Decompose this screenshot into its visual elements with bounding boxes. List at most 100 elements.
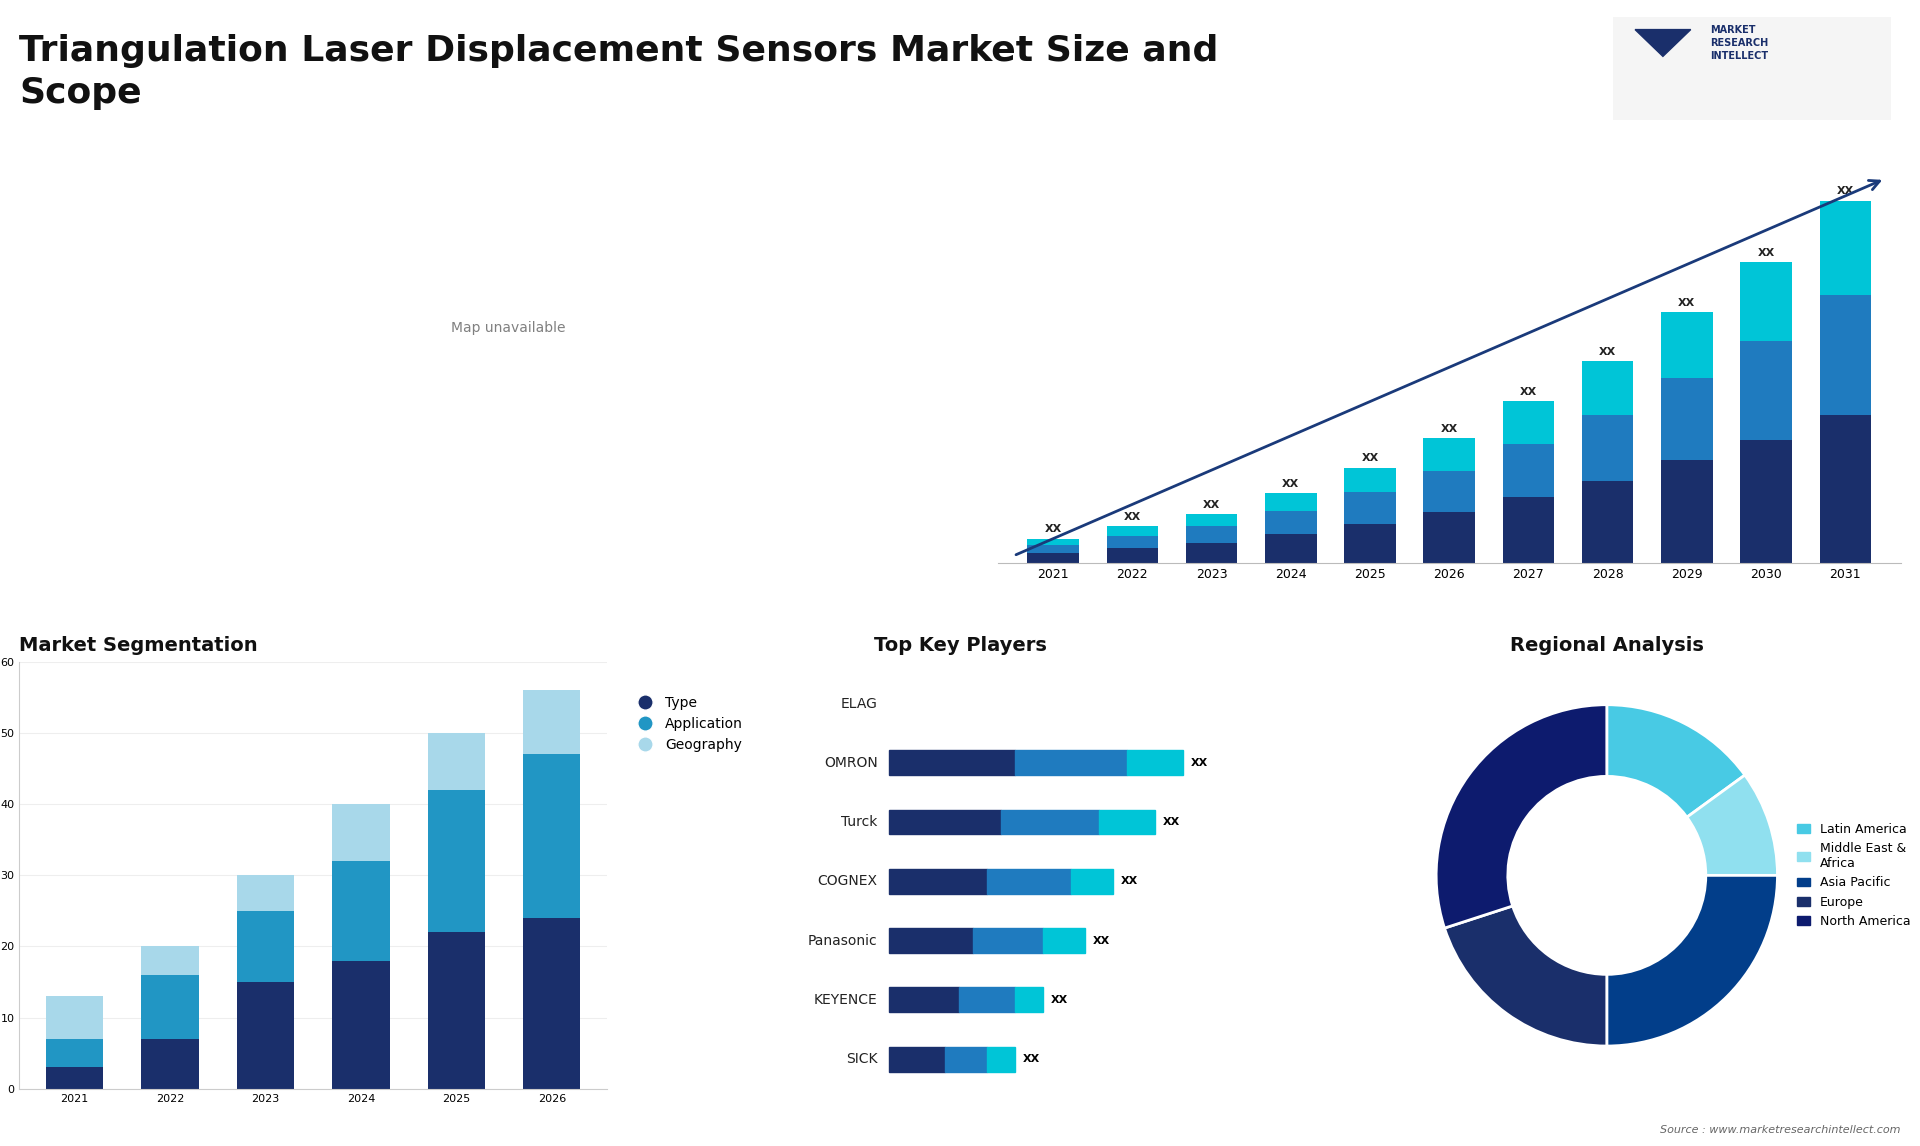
Bar bbox=[236, 876, 294, 911]
Bar bbox=[142, 947, 198, 975]
Text: Triangulation Laser Displacement Sensors Market Size and
Scope: Triangulation Laser Displacement Sensors… bbox=[19, 34, 1219, 110]
Wedge shape bbox=[1607, 705, 1745, 817]
Text: XX: XX bbox=[1044, 525, 1062, 534]
Bar bbox=[1106, 549, 1158, 563]
Text: Panasonic: Panasonic bbox=[808, 934, 877, 948]
Bar bbox=[1265, 511, 1317, 534]
Bar bbox=[889, 988, 960, 1012]
Bar bbox=[1127, 751, 1183, 775]
Bar bbox=[1820, 415, 1872, 563]
Text: Market Segmentation: Market Segmentation bbox=[19, 636, 257, 654]
Text: Source : www.marketresearchintellect.com: Source : www.marketresearchintellect.com bbox=[1661, 1124, 1901, 1135]
Bar bbox=[142, 1039, 198, 1089]
Bar bbox=[889, 928, 973, 953]
Text: XX: XX bbox=[1283, 479, 1300, 489]
Text: XX: XX bbox=[1162, 817, 1179, 827]
Bar bbox=[332, 804, 390, 861]
Bar bbox=[1016, 751, 1127, 775]
Text: COGNEX: COGNEX bbox=[818, 874, 877, 888]
Bar bbox=[1344, 468, 1396, 493]
Bar bbox=[142, 975, 198, 1039]
Bar bbox=[1344, 493, 1396, 524]
Bar bbox=[1820, 201, 1872, 296]
Bar bbox=[889, 869, 987, 894]
Bar bbox=[522, 691, 580, 754]
Bar bbox=[1582, 361, 1634, 415]
Bar bbox=[522, 754, 580, 918]
Bar bbox=[1423, 471, 1475, 512]
Bar bbox=[945, 1046, 987, 1072]
Bar bbox=[1027, 539, 1079, 545]
Bar bbox=[1740, 440, 1791, 563]
Bar bbox=[1265, 534, 1317, 563]
Bar bbox=[1027, 554, 1079, 563]
Text: XX: XX bbox=[1837, 187, 1855, 196]
Bar bbox=[1503, 444, 1553, 497]
Bar bbox=[1344, 524, 1396, 563]
Bar bbox=[1106, 536, 1158, 549]
Bar bbox=[1661, 378, 1713, 461]
Bar bbox=[1106, 526, 1158, 536]
Text: XX: XX bbox=[1023, 1054, 1041, 1065]
Bar bbox=[1740, 340, 1791, 440]
Text: SICK: SICK bbox=[847, 1052, 877, 1066]
Bar bbox=[1423, 438, 1475, 471]
Polygon shape bbox=[1636, 30, 1692, 56]
Bar bbox=[1740, 262, 1791, 340]
Bar bbox=[987, 1046, 1016, 1072]
Bar bbox=[522, 918, 580, 1089]
Text: XX: XX bbox=[1092, 935, 1110, 945]
Bar bbox=[332, 861, 390, 960]
Bar bbox=[332, 960, 390, 1089]
Text: OMRON: OMRON bbox=[824, 755, 877, 770]
Bar bbox=[889, 751, 1016, 775]
Text: XX: XX bbox=[1050, 995, 1068, 1005]
Text: XX: XX bbox=[1204, 500, 1221, 510]
Bar bbox=[1820, 296, 1872, 415]
Legend: Type, Application, Geography: Type, Application, Geography bbox=[626, 690, 749, 758]
Bar bbox=[987, 869, 1071, 894]
Legend: Latin America, Middle East &
Africa, Asia Pacific, Europe, North America: Latin America, Middle East & Africa, Asi… bbox=[1791, 818, 1916, 933]
Bar bbox=[1661, 312, 1713, 378]
Text: XX: XX bbox=[1757, 249, 1774, 258]
Bar bbox=[236, 911, 294, 982]
Bar bbox=[428, 733, 486, 790]
Bar bbox=[428, 932, 486, 1089]
Text: XX: XX bbox=[1190, 758, 1208, 768]
Text: KEYENCE: KEYENCE bbox=[814, 992, 877, 1007]
Bar bbox=[1187, 543, 1236, 563]
Bar bbox=[1423, 512, 1475, 563]
Title: Regional Analysis: Regional Analysis bbox=[1509, 636, 1703, 654]
Bar bbox=[1071, 869, 1114, 894]
Wedge shape bbox=[1607, 876, 1778, 1046]
Bar bbox=[889, 1046, 945, 1072]
Bar bbox=[1187, 513, 1236, 526]
Text: Map unavailable: Map unavailable bbox=[451, 321, 566, 336]
Bar bbox=[46, 1067, 104, 1089]
Text: Turck: Turck bbox=[841, 815, 877, 829]
Title: Top Key Players: Top Key Players bbox=[874, 636, 1046, 654]
Bar bbox=[1043, 928, 1085, 953]
Bar bbox=[1002, 809, 1100, 834]
Bar bbox=[1661, 461, 1713, 563]
Text: XX: XX bbox=[1121, 877, 1139, 886]
Wedge shape bbox=[1688, 775, 1778, 876]
Text: XX: XX bbox=[1361, 454, 1379, 463]
Bar bbox=[46, 1039, 104, 1067]
Bar bbox=[1503, 401, 1553, 444]
Bar bbox=[1265, 493, 1317, 511]
Text: XX: XX bbox=[1440, 424, 1457, 434]
Bar bbox=[960, 988, 1016, 1012]
Bar bbox=[1582, 415, 1634, 481]
Bar bbox=[1582, 481, 1634, 563]
Bar bbox=[1027, 545, 1079, 554]
Text: XX: XX bbox=[1521, 386, 1538, 397]
Bar bbox=[1016, 988, 1043, 1012]
Bar bbox=[428, 790, 486, 932]
Text: XX: XX bbox=[1599, 347, 1617, 358]
Text: ELAG: ELAG bbox=[841, 697, 877, 711]
Wedge shape bbox=[1436, 705, 1607, 928]
Bar bbox=[973, 928, 1043, 953]
Bar bbox=[1503, 497, 1553, 563]
Text: MARKET
RESEARCH
INTELLECT: MARKET RESEARCH INTELLECT bbox=[1711, 25, 1768, 61]
